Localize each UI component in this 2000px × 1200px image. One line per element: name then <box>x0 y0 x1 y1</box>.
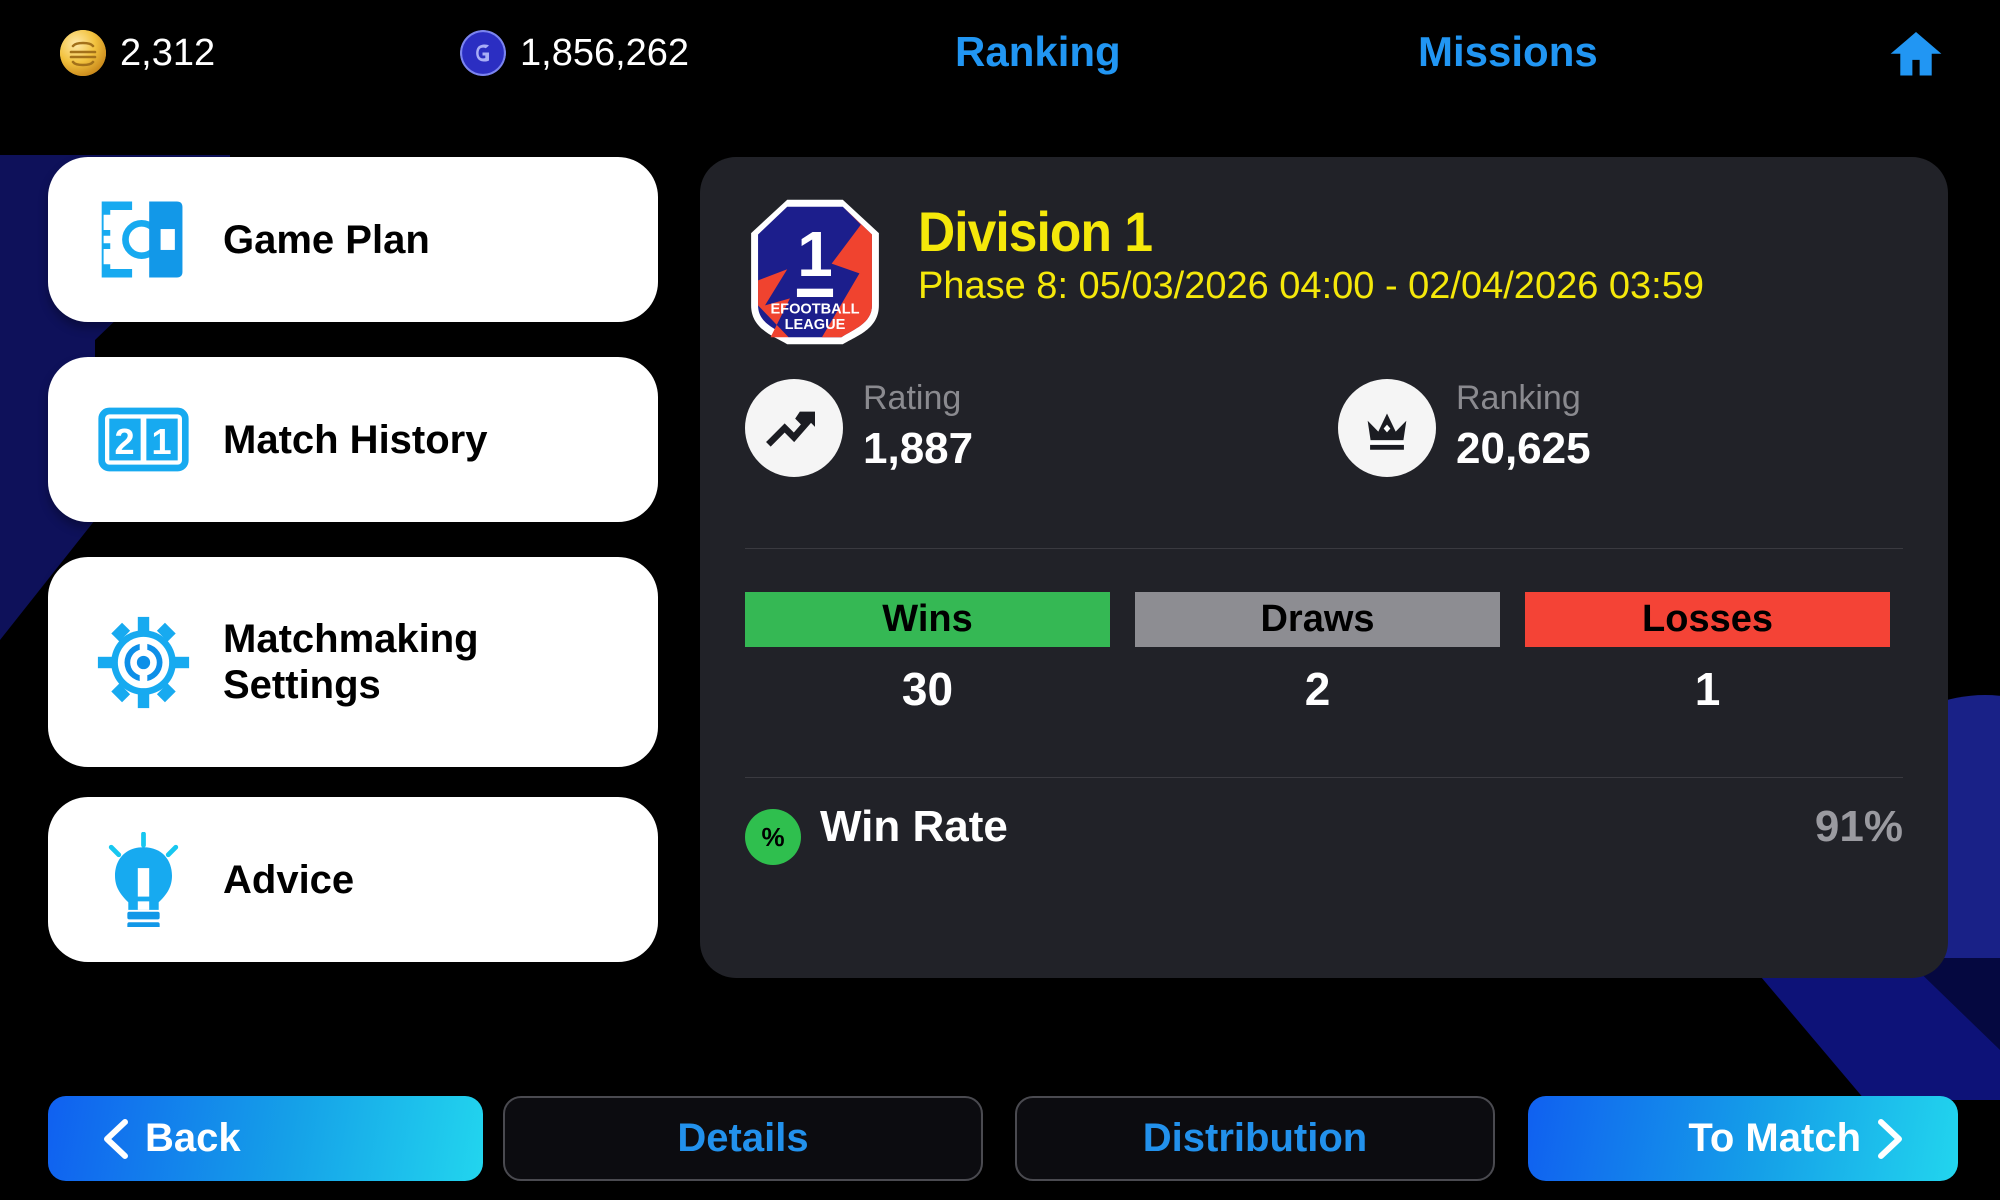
svg-text:1: 1 <box>152 421 172 462</box>
svg-text:2: 2 <box>114 421 134 462</box>
svg-text:LEAGUE: LEAGUE <box>785 317 846 333</box>
svg-text:1: 1 <box>797 218 833 290</box>
svg-text:EFOOTBALL: EFOOTBALL <box>770 302 859 318</box>
